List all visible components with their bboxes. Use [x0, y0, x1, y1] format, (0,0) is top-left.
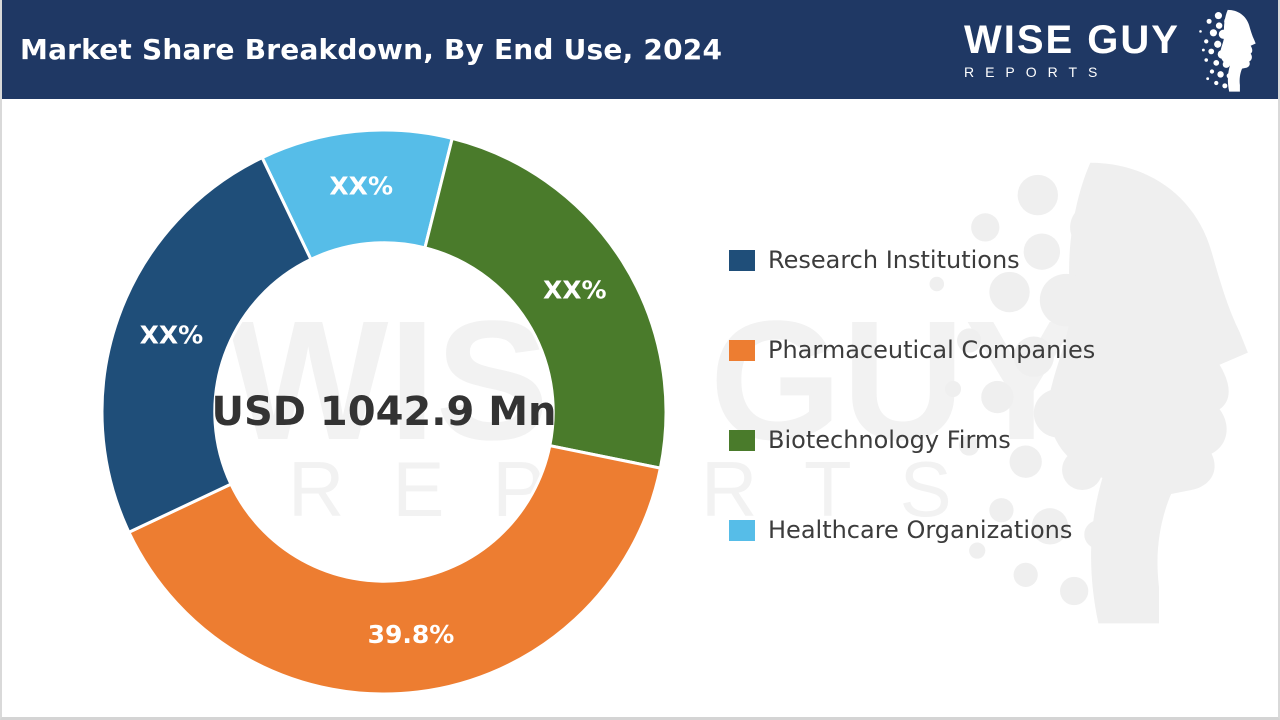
slice-percentage-label: 39.8% [368, 620, 455, 649]
legend-item-biotech: Biotechnology Firms [729, 428, 1095, 452]
legend-item-research: Research Institutions [729, 248, 1095, 272]
donut-slice-pharmaceutical-companies [126, 443, 663, 696]
legend-label: Pharmaceutical Companies [768, 336, 1096, 364]
chart-legend: Research Institutions Pharmaceutical Com… [729, 248, 1095, 542]
donut-chart: XX% XX% 39.8% XX% [100, 128, 668, 696]
legend-swatch-research [729, 249, 755, 271]
legend-item-pharma: Pharmaceutical Companies [729, 338, 1095, 362]
donut-slice-biotechnology-firms [423, 136, 668, 470]
logo-reports-text: REPORTS [963, 63, 1109, 80]
header-bar: Market Share Breakdown, By End Use, 2024… [0, 0, 1280, 99]
brand-logo: WISE GUY REPORTS [964, 7, 1258, 93]
slice-percentage-label: XX% [543, 276, 607, 305]
logo-text: WISE GUY REPORTS [964, 20, 1180, 80]
legend-swatch-biotech [729, 429, 755, 451]
legend-swatch-pharma [729, 339, 755, 361]
legend-swatch-healthcare [729, 519, 755, 541]
slice-percentage-label: XX% [329, 172, 393, 201]
legend-label: Healthcare Organizations [768, 516, 1073, 544]
legend-label: Research Institutions [768, 246, 1020, 274]
legend-label: Biotechnology Firms [768, 426, 1011, 454]
page-title: Market Share Breakdown, By End Use, 2024 [20, 33, 723, 66]
legend-item-healthcare: Healthcare Organizations [729, 518, 1095, 542]
logo-brand-text: WISE GUY [963, 17, 1180, 62]
chart-center-total: USD 1042.9 Mn [211, 389, 557, 435]
donut-slice-research-institutions [100, 155, 313, 535]
slice-percentage-label: XX% [140, 320, 204, 349]
logo-face-icon [1199, 9, 1256, 92]
